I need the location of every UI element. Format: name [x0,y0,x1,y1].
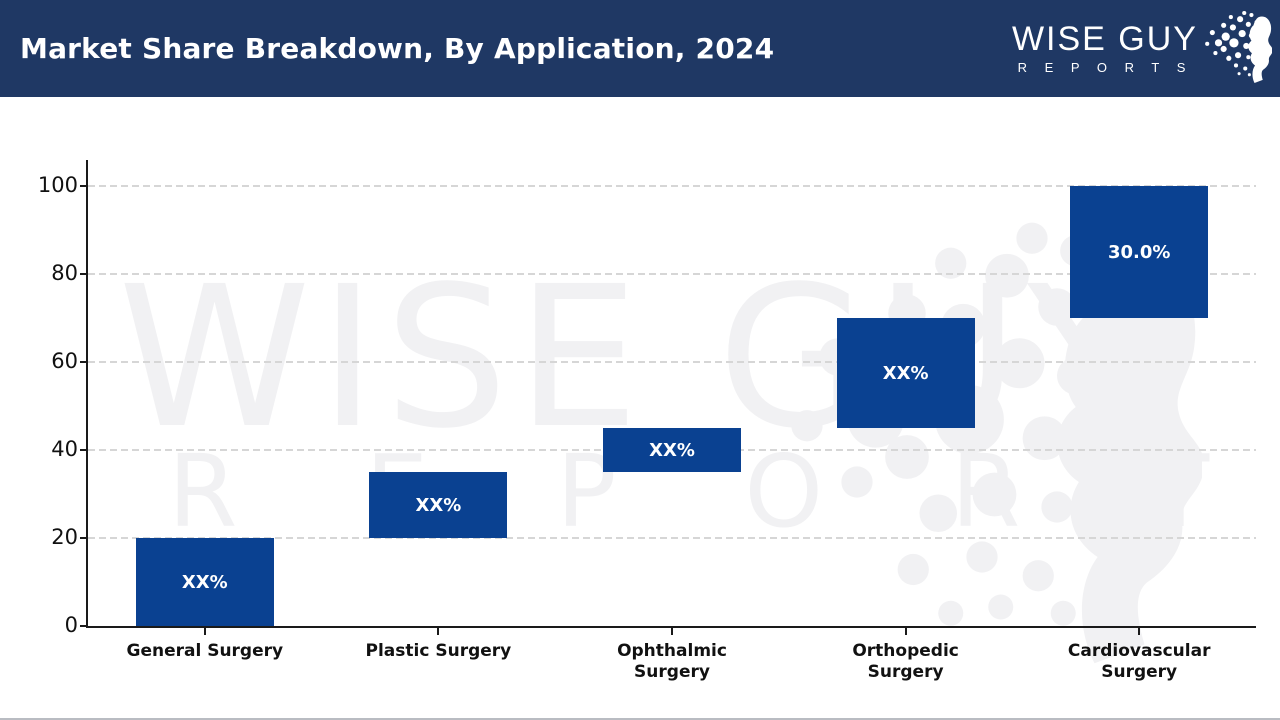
x-tick-mark [1138,627,1141,635]
y-axis-line [86,160,88,628]
x-tick-mark [904,627,907,635]
logo-wordmark: WISE GUY [1011,20,1198,58]
y-tick-label: 40 [51,437,78,461]
logo-head-icon [1205,10,1272,83]
x-tick-label: Plastic Surgery [365,641,512,661]
bar-value-label: XX% [882,362,929,384]
y-tick-mark [80,185,88,187]
y-tick-mark [80,361,88,363]
y-tick-label: 20 [51,525,78,549]
x-tick-label: Cardiovascular Surgery [1067,641,1211,683]
x-tick-mark [437,627,440,635]
y-tick-mark [80,449,88,451]
header: Market Share Breakdown, By Application, … [0,0,1280,97]
y-tick-label: 60 [51,349,78,373]
gridline [88,273,1256,275]
bar-value-label: XX% [415,494,462,516]
y-tick-mark [80,537,88,539]
x-tick-label: Orthopedic Surgery [852,641,959,683]
logo-text: WISE GUY R E P O R T S [1012,22,1198,75]
bar: XX% [603,428,741,472]
x-tick-label: Ophthalmic Surgery [617,641,727,683]
x-tick-mark [203,627,206,635]
y-tick-label: 100 [37,173,78,197]
bar: XX% [836,318,975,428]
bar-value-label: XX% [181,571,228,593]
brand-logo: WISE GUY R E P O R T S [1012,0,1272,97]
x-tick-mark [671,627,673,635]
bar: XX% [135,538,274,626]
y-tick-label: 80 [51,261,78,285]
gridline [88,537,1256,539]
x-tick-label: General Surgery [126,641,284,661]
y-tick-mark [80,625,88,627]
bar-value-label: 30.0% [1107,241,1171,263]
gridline [88,361,1256,363]
bar: 30.0% [1070,186,1209,318]
x-axis-line [87,626,1256,628]
bar: XX% [369,472,508,538]
y-tick-label: 0 [64,613,78,637]
logo-subtext: R E P O R T S [1017,60,1193,75]
y-tick-mark [80,273,88,275]
gridline [88,185,1256,187]
chart-area: WISE GUY R E P O R T S 020406080100XX%Ge… [0,97,1280,718]
page-title: Market Share Breakdown, By Application, … [20,32,775,65]
bar-value-label: XX% [649,439,695,461]
